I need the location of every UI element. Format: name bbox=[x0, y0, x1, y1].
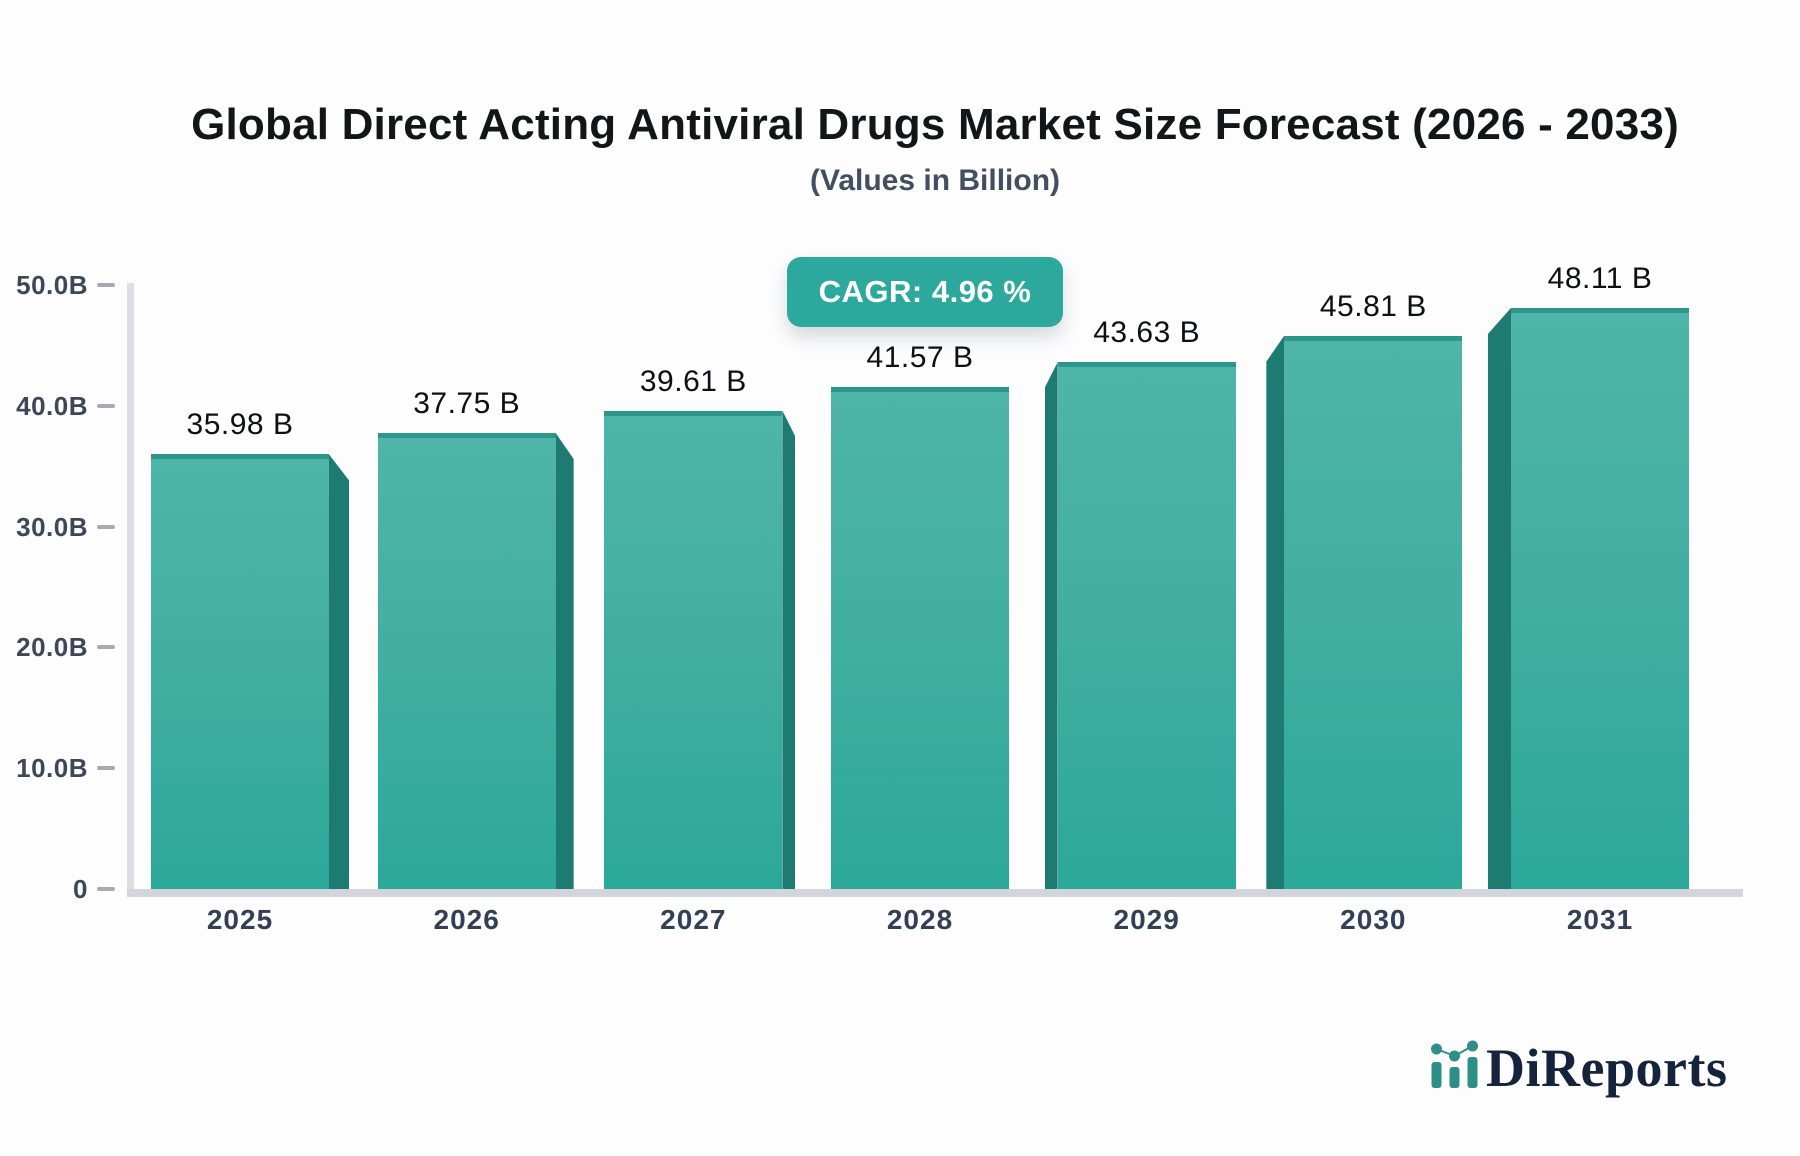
bar-value-label: 39.61 B bbox=[639, 364, 747, 398]
bar-face bbox=[604, 410, 783, 889]
x-tick-label: 2028 bbox=[886, 904, 954, 935]
bar-face bbox=[377, 432, 556, 889]
chart-subtitle: (Values in Billion) bbox=[809, 164, 1061, 197]
bar-value-label: 37.75 B bbox=[413, 386, 521, 420]
x-tick-label: 2026 bbox=[433, 904, 500, 935]
bar-value-label: 48.11 B bbox=[1547, 261, 1653, 295]
bar-side-face bbox=[329, 454, 349, 889]
bar-2030 bbox=[1266, 335, 1463, 889]
chart-title: Global Direct Acting Antiviral Drugs Mar… bbox=[191, 100, 1679, 149]
bar-2025 bbox=[151, 454, 349, 889]
bar-value-label: 45.81 B bbox=[1319, 289, 1427, 323]
bar-face bbox=[1511, 307, 1689, 889]
bar-face bbox=[151, 454, 329, 889]
bar-face bbox=[1284, 335, 1463, 889]
y-tick-mark bbox=[97, 766, 115, 771]
cagr-badge: CAGR: 4.96 % bbox=[787, 257, 1063, 327]
y-tick-mark bbox=[97, 645, 115, 650]
y-tick-label: 20.0B bbox=[16, 632, 88, 663]
x-tick-label: 2031 bbox=[1566, 904, 1634, 935]
y-tick-mark bbox=[97, 887, 115, 891]
x-tick-label: 2030 bbox=[1340, 904, 1407, 935]
y-tick-label: 40.0B bbox=[16, 390, 88, 421]
bar-2027 bbox=[604, 410, 796, 889]
logo-chart-icon bbox=[1431, 1040, 1478, 1088]
x-tick-label: 2027 bbox=[660, 904, 727, 935]
bar-2029 bbox=[1044, 361, 1236, 889]
y-tick-mark bbox=[97, 283, 115, 287]
y-tick-label: 0 bbox=[73, 874, 88, 904]
y-tick-label: 50.0B bbox=[16, 270, 88, 300]
y-tick-mark bbox=[97, 403, 115, 408]
logo-text: DiReports bbox=[1486, 1038, 1728, 1098]
bar-value-label: 35.98 B bbox=[186, 408, 294, 442]
bar-side-face bbox=[1044, 361, 1058, 889]
bar-side-face bbox=[1488, 307, 1511, 889]
bar-face bbox=[1057, 361, 1236, 889]
bar-face bbox=[831, 386, 1009, 889]
y-axis-line bbox=[127, 283, 134, 897]
y-tick-label: 30.0B bbox=[16, 511, 88, 542]
x-axis-line bbox=[127, 889, 1743, 897]
bar-2028 bbox=[831, 386, 1009, 889]
bar-side-face bbox=[555, 432, 574, 889]
x-tick-label: 2025 bbox=[206, 904, 274, 935]
bar-2026 bbox=[377, 432, 574, 889]
bar-side-face bbox=[782, 410, 796, 889]
bar-value-label: 43.63 B bbox=[1093, 315, 1201, 349]
bar-side-face bbox=[1266, 335, 1285, 889]
y-tick-mark bbox=[97, 524, 115, 529]
x-tick-label: 2029 bbox=[1113, 904, 1180, 935]
cagr-badge-label: CAGR: 4.96 % bbox=[818, 274, 1032, 309]
y-tick-label: 10.0B bbox=[16, 753, 88, 784]
bar-value-label: 41.57 B bbox=[866, 340, 974, 374]
bar-2031 bbox=[1488, 307, 1689, 889]
direports-logo: DiReports bbox=[1430, 1036, 1727, 1100]
